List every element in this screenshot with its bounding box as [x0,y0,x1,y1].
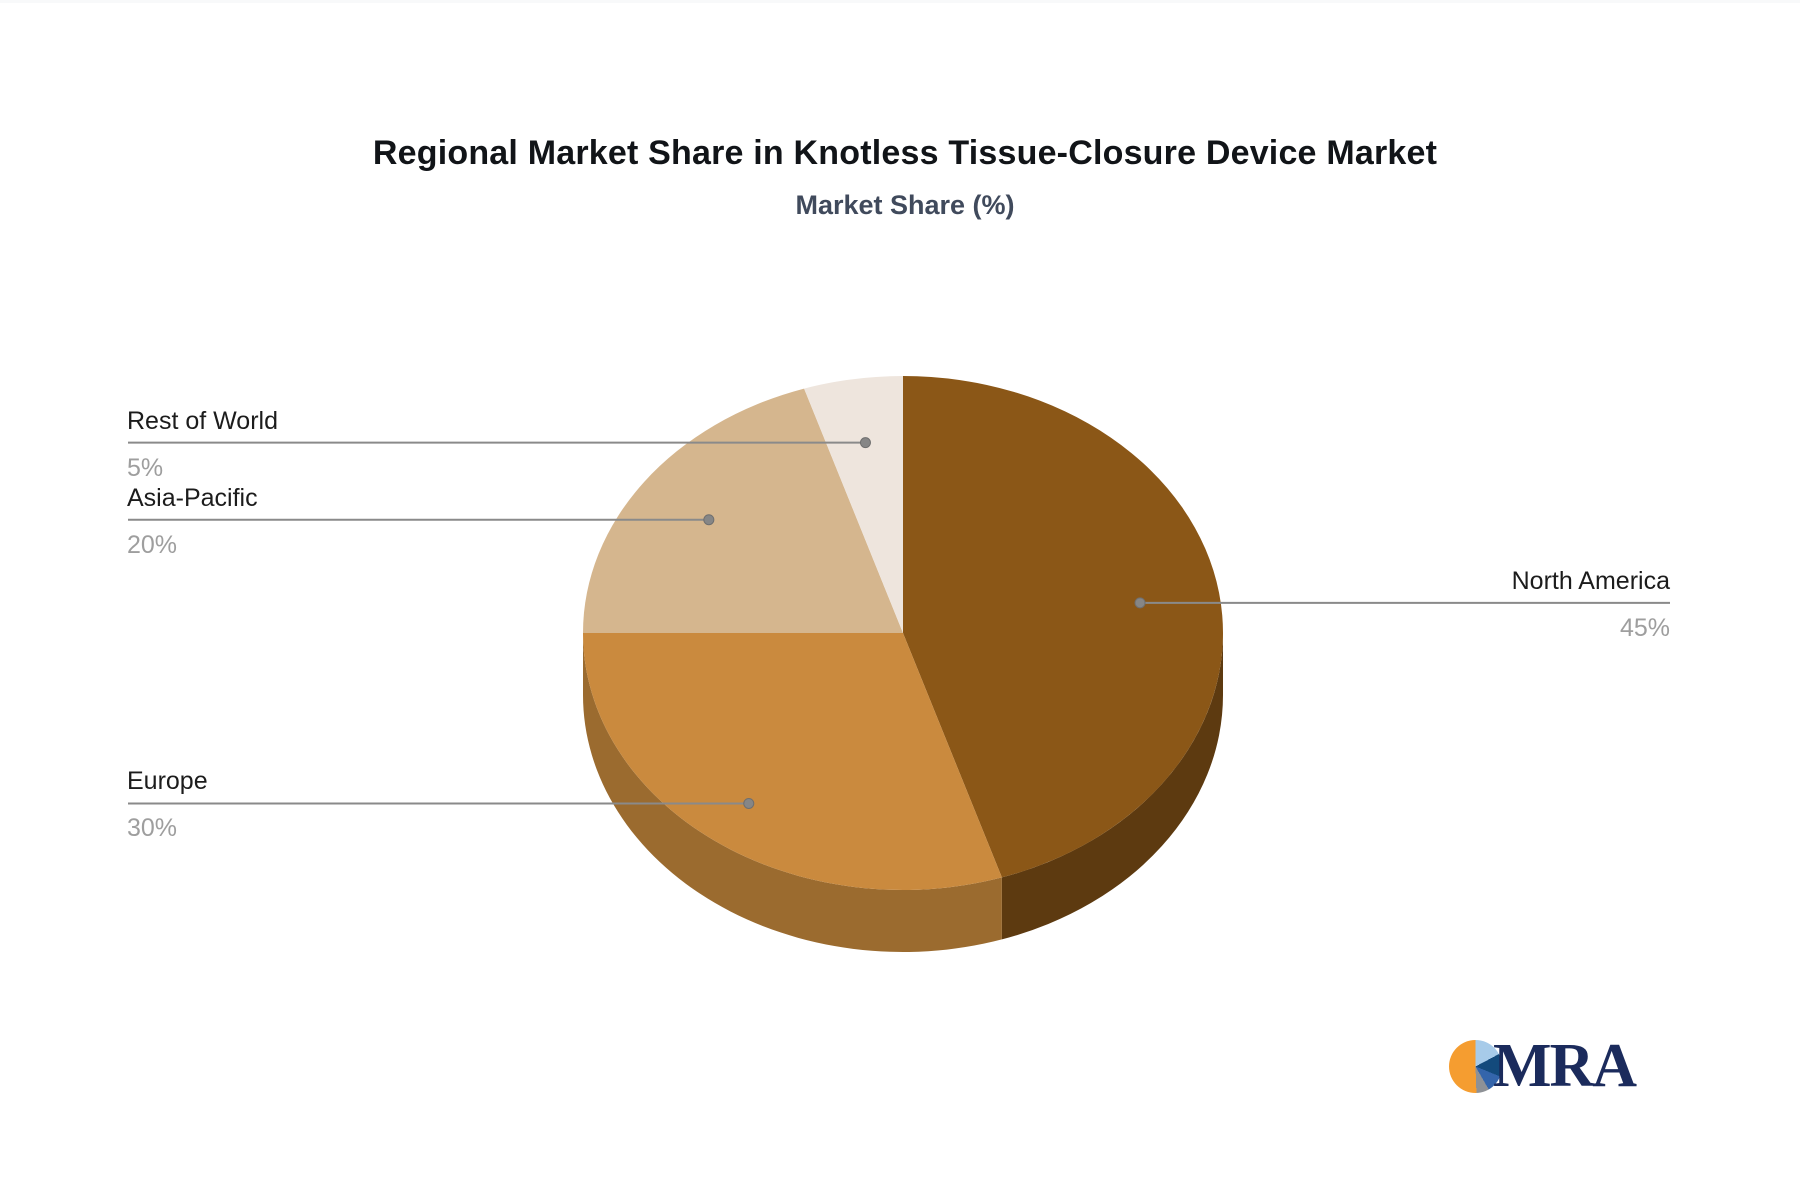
leader-dot-rest-of-world [859,437,871,449]
mra-logo: MRA [1449,1031,1637,1100]
mra-logo-pie-icon [1449,1039,1502,1093]
pie-slice-europe[interactable] [582,633,1002,890]
mra-logo-text: MRA [1493,1031,1637,1100]
pie-slice-rest-of-world[interactable] [804,376,903,633]
leader-dot-asia-pacific [703,514,715,526]
pie-slice-north-america[interactable] [903,376,1223,878]
leader-dot-north-america [1134,597,1146,609]
pie-slice-asia-pacific[interactable] [583,388,903,633]
top-edge-strip [0,0,1800,3]
chart-subtitle: Market Share (%) [795,190,1015,220]
chart-title: Regional Market Share in Knotless Tissue… [372,134,1438,172]
pie-slice-side-europe [582,633,1002,952]
leader-dot-europe [743,797,755,809]
pie-slice-side-north-america [1001,633,1223,940]
